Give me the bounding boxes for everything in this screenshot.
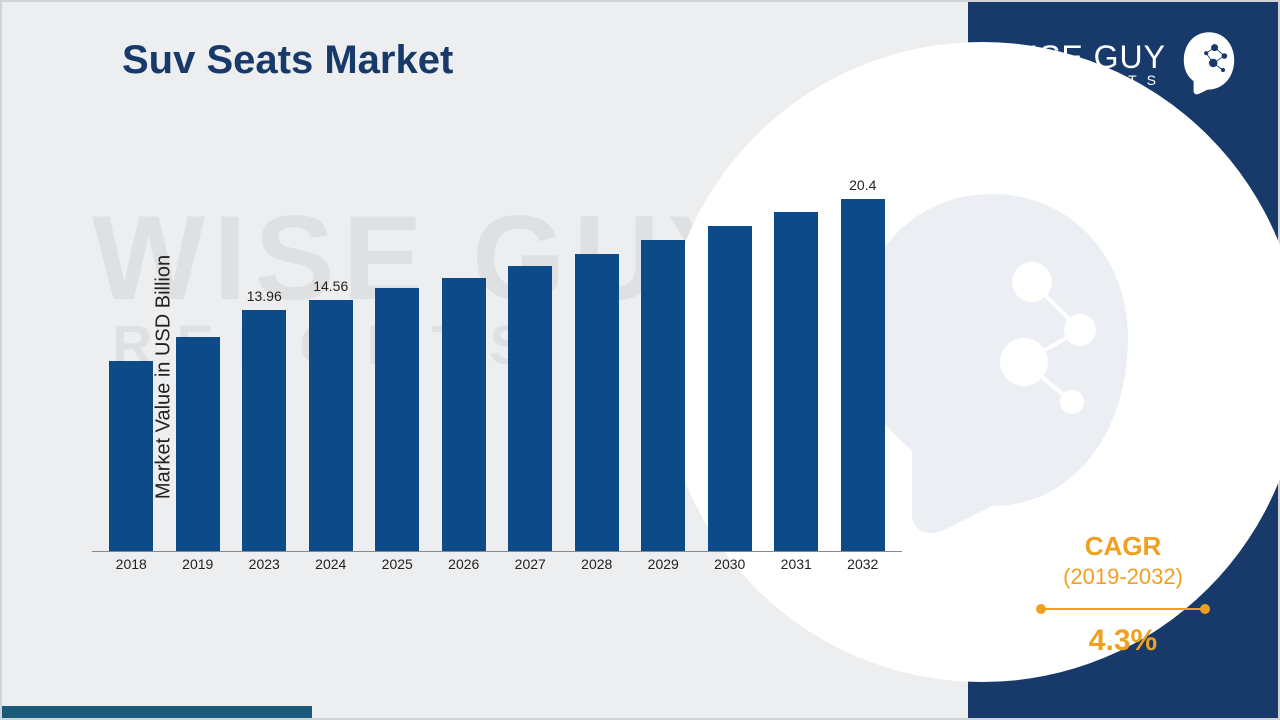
cagr-divider <box>1038 608 1208 610</box>
cagr-label: CAGR <box>1018 531 1228 562</box>
bar-group <box>100 361 162 551</box>
x-axis-label: 2030 <box>699 556 761 572</box>
bar-value-label: 14.56 <box>313 278 348 294</box>
cagr-value: 4.3% <box>1018 624 1228 658</box>
logo-head-icon <box>1174 28 1244 98</box>
bar-group <box>433 278 495 551</box>
bar-value-label: 13.96 <box>247 288 282 304</box>
x-axis-label: 2024 <box>300 556 362 572</box>
chart-title: Suv Seats Market <box>122 38 453 83</box>
bar-group <box>765 212 827 551</box>
bar-group <box>632 240 694 551</box>
cagr-period: (2019-2032) <box>1018 564 1228 590</box>
bar-value-label: 20.4 <box>849 177 876 193</box>
x-axis-label: 2032 <box>832 556 894 572</box>
bar <box>841 199 885 551</box>
bar <box>708 226 752 551</box>
x-axis-label: 2025 <box>366 556 428 572</box>
bar-group <box>499 266 561 551</box>
bar <box>242 310 286 551</box>
x-axis-label: 2018 <box>100 556 162 572</box>
bar-group <box>699 226 761 551</box>
chart-container: Market Value in USD Billion 13.9614.5620… <box>72 172 902 582</box>
x-axis-label: 2027 <box>499 556 561 572</box>
bar-group: 14.56 <box>300 300 362 551</box>
bar <box>176 337 220 551</box>
bar-group <box>566 254 628 551</box>
x-labels-row: 2018 20192023 20242025 20262027 20282029 2030… <box>92 556 902 572</box>
logo-text: WISE GUY REPORTS <box>998 39 1166 88</box>
bar <box>442 278 486 551</box>
x-axis-label: 2026 <box>433 556 495 572</box>
bar <box>375 288 419 551</box>
bar <box>309 300 353 551</box>
bars-row: 13.9614.5620.4 <box>92 172 902 551</box>
x-axis-label: 2029 <box>632 556 694 572</box>
x-axis-label: 2019 <box>167 556 229 572</box>
bar <box>774 212 818 551</box>
bar <box>109 361 153 551</box>
bar-group <box>167 337 229 551</box>
plot-area: 13.9614.5620.4 <box>92 172 902 552</box>
bar <box>641 240 685 551</box>
bar <box>508 266 552 551</box>
x-axis-label: 2031 <box>765 556 827 572</box>
bar <box>575 254 619 551</box>
bar-group <box>366 288 428 551</box>
brand-logo: WISE GUY REPORTS <box>998 28 1244 98</box>
logo-main: WISE GUY <box>998 39 1166 76</box>
bar-group: 20.4 <box>832 199 894 551</box>
bottom-accent-bar <box>2 706 312 718</box>
bar-group: 13.96 <box>233 310 295 551</box>
cagr-block: CAGR (2019-2032) 4.3% <box>1018 531 1228 658</box>
x-axis-label: 2023 <box>233 556 295 572</box>
x-axis-label: 2028 <box>566 556 628 572</box>
